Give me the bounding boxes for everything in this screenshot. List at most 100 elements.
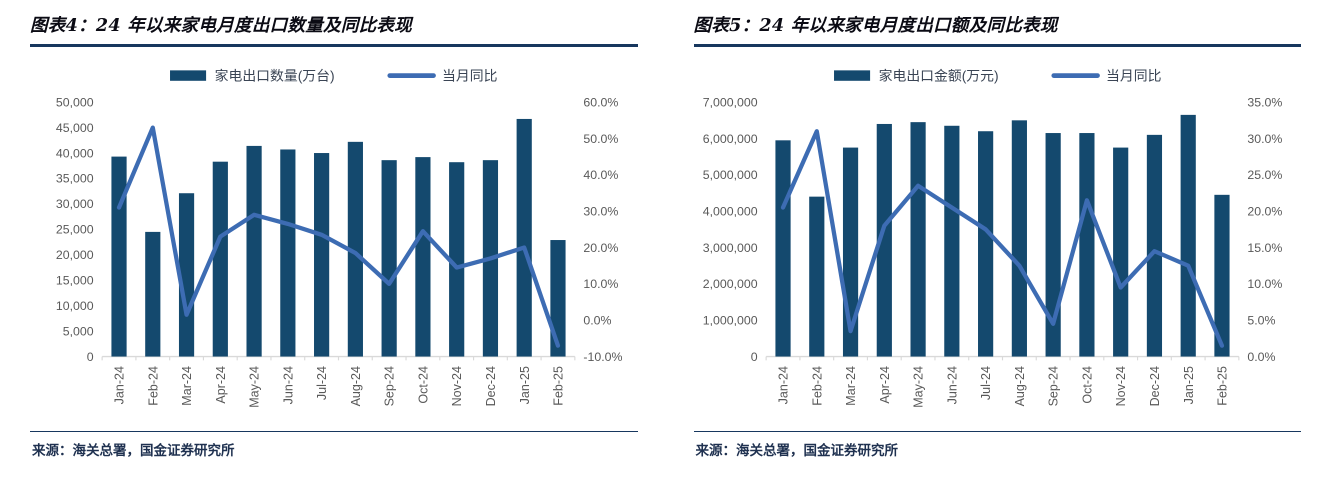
x-axis-label: Aug-24 — [349, 366, 363, 406]
left-axis-label: 0 — [750, 350, 757, 364]
figure-export-value: 图表5：24 年以来家电月度出口额及同比表现 0 1,000,000 2,000,0… — [664, 0, 1327, 483]
x-axis-label: Feb-24 — [810, 366, 824, 406]
left-axis-label: 25,000 — [56, 223, 94, 237]
right-axis-label: 30.0% — [583, 204, 618, 218]
x-axis-label: Feb-24 — [146, 366, 160, 406]
figure-title: 图表5：24 年以来家电月度出口额及同比表现 — [693, 16, 1058, 36]
legend-line-label: 当月同比 — [442, 67, 498, 83]
x-axis-label: Apr-24 — [877, 366, 891, 404]
left-axis-label: 10,000 — [56, 299, 94, 313]
right-axis-label: 40.0% — [583, 168, 618, 182]
right-axis-label: 20.0% — [1247, 204, 1282, 218]
right-axis-label: 50.0% — [583, 132, 618, 146]
bar-Apr-24 — [876, 123, 892, 357]
figure-title: 图表4：24 年以来家电月度出口数量及同比表现 — [30, 16, 413, 36]
left-axis-label: 35,000 — [56, 172, 94, 186]
right-axis-label: 10.0% — [583, 277, 618, 291]
x-axis — [765, 355, 1239, 361]
left-axis-label: 3,000,000 — [702, 241, 757, 255]
left-axis-label: 50,000 — [56, 95, 94, 109]
bar-Jun-24 — [943, 125, 959, 357]
right-axis-label: 60.0% — [583, 95, 618, 109]
x-axis-labels: Jan-24 Feb-24 Mar-24 Apr-24 May-24 Jun-24 Jul-… — [776, 366, 1229, 408]
title-underline — [30, 44, 638, 47]
x-axis-label: Nov-24 — [1114, 366, 1128, 406]
left-axis: 0 1,000,000 2,000,000 3,000,000 4,000,000 5,0… — [702, 95, 757, 363]
left-axis-label: 5,000,000 — [702, 168, 757, 182]
legend: 家电出口数量(万台) 当月同比 — [170, 67, 498, 83]
x-axis-label: Jul-24 — [315, 366, 329, 400]
bar-Oct-24 — [415, 157, 431, 357]
right-axis-label: 0.0% — [583, 313, 611, 327]
left-axis-label: 15,000 — [56, 274, 94, 288]
bar-Jan-24 — [111, 156, 127, 357]
right-axis: 0.0% 5.0% 10.0% 15.0% 20.0% 25.0% 30.0% 35.0% — [1247, 95, 1282, 363]
left-axis-label: 5,000 — [63, 324, 94, 338]
left-axis-label: 7,000,000 — [702, 95, 757, 109]
source-note: 来源：海关总署，国金证券研究所 — [693, 430, 1301, 467]
x-axis-label: Apr-24 — [214, 366, 228, 404]
bar-Jan-25 — [1180, 114, 1196, 357]
line-series — [116, 125, 561, 348]
left-axis-label: 40,000 — [56, 146, 94, 160]
bar-Sep-24 — [381, 160, 397, 357]
legend-bar-label: 家电出口数量(万台) — [215, 67, 335, 83]
x-axis-labels: Jan-24 Feb-24 Mar-24 Apr-24 May-24 Jun-24 Jul-… — [113, 366, 566, 408]
x-axis-label: Oct-24 — [416, 366, 430, 404]
source-note: 来源：海关总署，国金证券研究所 — [30, 430, 638, 467]
left-axis: 0 5,000 10,000 15,000 20,000 25,000 30,000 35,0… — [56, 95, 94, 363]
bar-Nov-24 — [449, 162, 465, 357]
left-axis-label: 1,000,000 — [702, 313, 757, 327]
left-axis-label: 6,000,000 — [702, 132, 757, 146]
bar-Mar-24 — [178, 193, 195, 357]
x-axis-label: Jul-24 — [979, 366, 993, 400]
bar-Aug-24 — [347, 141, 363, 357]
left-axis-label: 20,000 — [56, 248, 94, 262]
x-axis-label: Jan-24 — [776, 366, 790, 404]
x-axis-label: Oct-24 — [1080, 366, 1094, 404]
legend: 家电出口金额(万元) 当月同比 — [833, 67, 1162, 83]
left-axis-label: 4,000,000 — [702, 204, 757, 218]
left-axis-label: 0 — [87, 350, 94, 364]
x-axis-label: Jun-24 — [945, 366, 959, 404]
legend-bar-swatch — [833, 70, 870, 81]
x-axis-label: Dec-24 — [1147, 366, 1161, 406]
bar-Jan-25 — [516, 118, 532, 357]
bar-Oct-24 — [1078, 133, 1095, 357]
right-axis-label: 25.0% — [1247, 168, 1282, 182]
right-axis-label: 0.0% — [1247, 350, 1275, 364]
title-underline — [693, 44, 1301, 47]
x-axis-label: Mar-24 — [180, 366, 194, 406]
left-axis-label: 45,000 — [56, 121, 94, 135]
bar-Jul-24 — [977, 131, 993, 357]
right-axis-label: 10.0% — [1247, 277, 1282, 291]
right-axis-label: -10.0% — [583, 350, 622, 364]
x-axis-label: Aug-24 — [1012, 366, 1026, 406]
bar-series — [774, 114, 1230, 357]
bar-Aug-24 — [1011, 120, 1027, 357]
bar-series — [111, 118, 566, 357]
x-axis-label: Mar-24 — [844, 366, 858, 406]
right-axis-label: 30.0% — [1247, 132, 1282, 146]
bar-Dec-24 — [1146, 134, 1162, 357]
bar-Feb-25 — [550, 240, 566, 357]
bar-May-24 — [909, 122, 926, 357]
x-axis-label: May-24 — [911, 366, 925, 408]
x-axis-label: Jun-24 — [281, 366, 295, 404]
x-axis-label: Jan-24 — [113, 366, 127, 404]
x-axis-label: Sep-24 — [383, 366, 397, 406]
x-axis-label: Feb-25 — [552, 366, 566, 406]
bar-Feb-24 — [808, 196, 824, 357]
right-axis-label: 20.0% — [583, 241, 618, 255]
x-axis-label: May-24 — [248, 366, 262, 408]
left-axis-label: 30,000 — [56, 197, 94, 211]
bar-Nov-24 — [1112, 147, 1128, 357]
bar-May-24 — [246, 145, 262, 357]
legend-bar-label: 家电出口金额(万元) — [878, 67, 998, 83]
left-axis-label: 2,000,000 — [702, 277, 757, 291]
legend-bar-swatch — [170, 70, 207, 81]
legend-line-label: 当月同比 — [1106, 67, 1162, 83]
right-axis: -10.0% 0.0% 10.0% 20.0% 30.0% 40.0% 50.0% 60.0% — [583, 95, 622, 363]
chart-export-value: 0 1,000,000 2,000,000 3,000,000 4,000,000 5,0… — [702, 67, 1282, 408]
